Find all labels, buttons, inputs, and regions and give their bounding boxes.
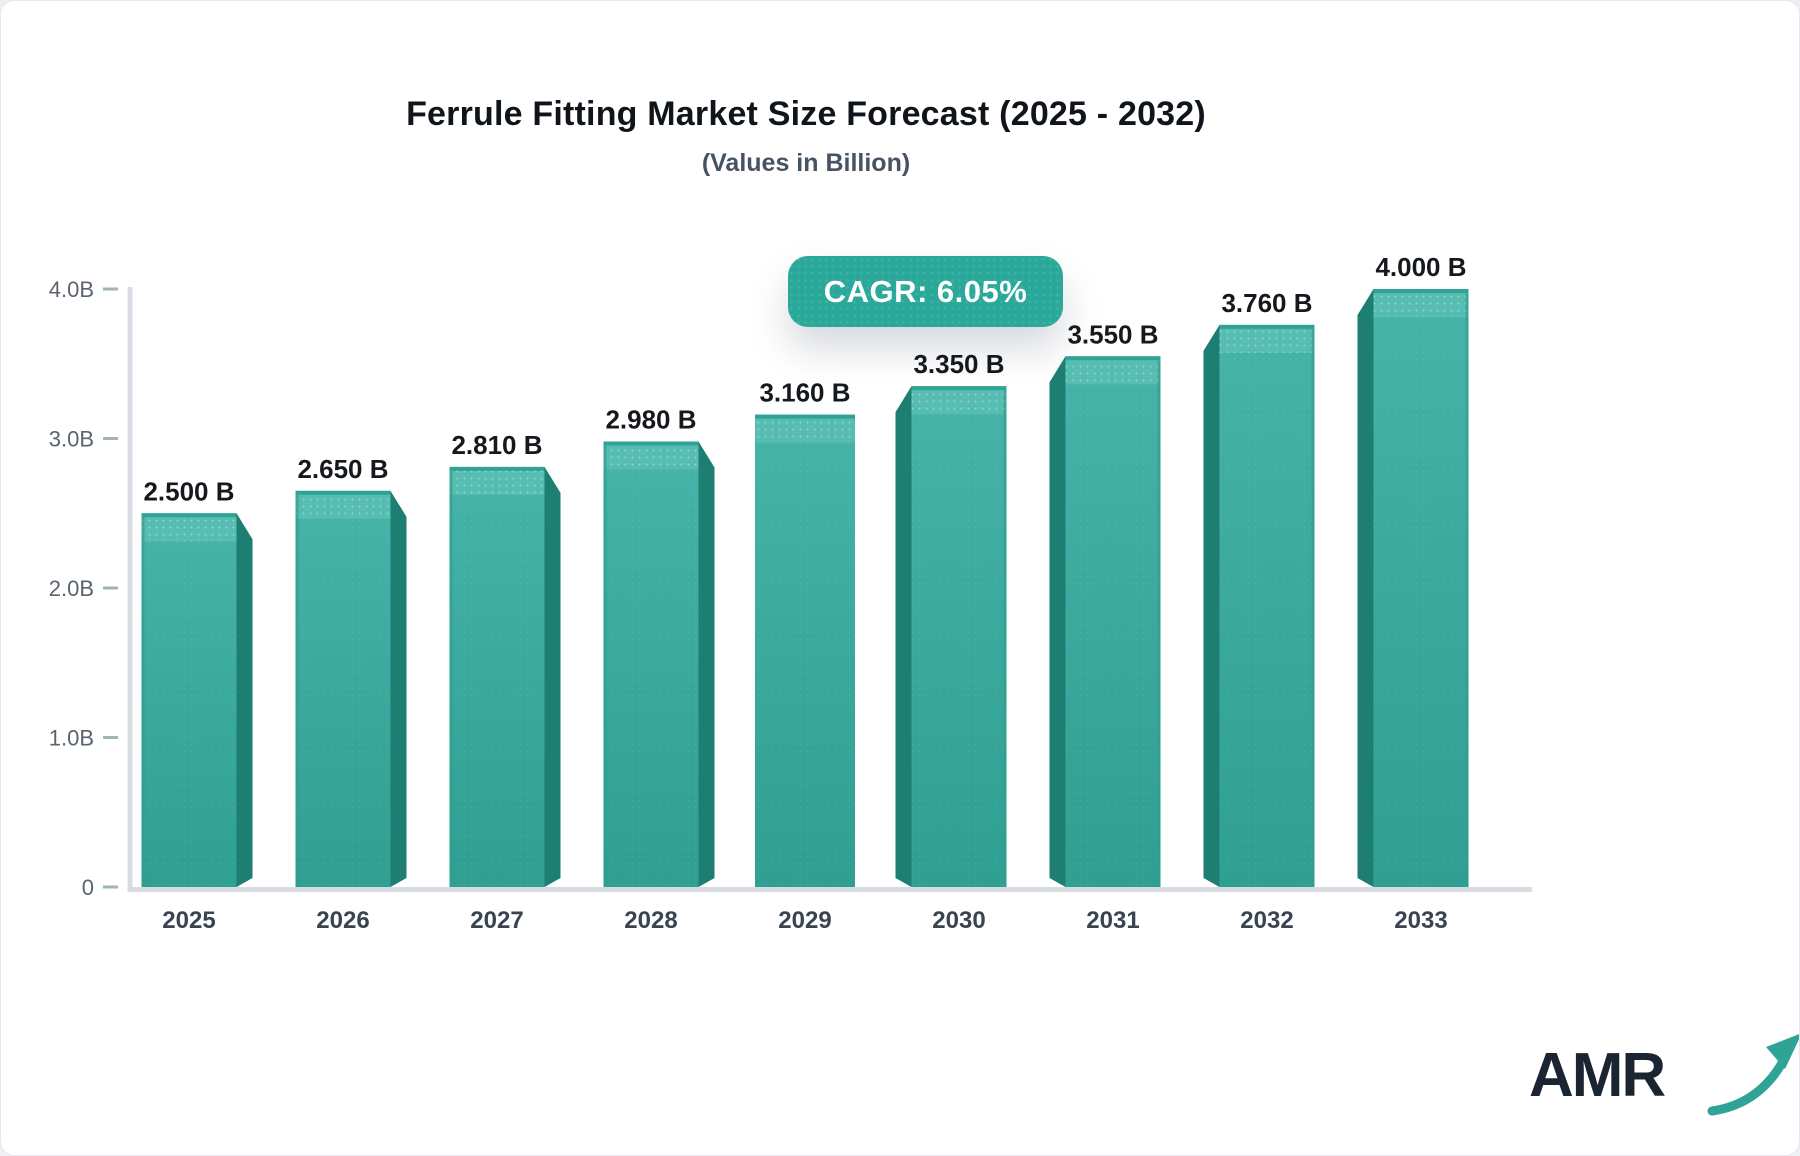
y-tick-label: 2.0B	[49, 576, 94, 601]
bar-value-label: 3.160 B	[759, 378, 850, 408]
y-tick-label: 0	[82, 875, 94, 900]
bar-top-band-texture	[141, 517, 237, 542]
x-axis-label-2027: 2027	[470, 907, 523, 934]
bar-top-band-texture	[755, 418, 855, 443]
x-axis-label-2026: 2026	[316, 907, 369, 934]
bar-face-edge	[1003, 390, 1007, 887]
bar-top-band-texture	[1219, 328, 1315, 353]
bars-layer	[141, 289, 1469, 887]
bar-value-label: 3.550 B	[1067, 319, 1158, 349]
bar-face-edge	[1465, 293, 1469, 887]
bar-face-texture	[295, 490, 391, 887]
bar-face-texture	[449, 466, 545, 887]
bar-value-label: 2.980 B	[605, 404, 696, 434]
bar-top-edge	[449, 466, 545, 471]
x-axis-label-2028: 2028	[624, 907, 677, 934]
bar-face-texture	[1219, 324, 1315, 887]
amr-logo-text: AMR	[1529, 1041, 1666, 1110]
bar-top-edge	[911, 386, 1007, 391]
bar-side-face	[895, 386, 912, 887]
bar-2032	[1203, 324, 1315, 887]
bar-value-label: 2.650 B	[297, 454, 388, 484]
x-axis-label-2029: 2029	[778, 907, 831, 934]
bar-face-edge	[295, 494, 299, 887]
bar-2025	[141, 513, 253, 887]
bar-2027	[449, 466, 561, 887]
growth-arrow-icon	[1707, 1034, 1799, 1116]
bar-face-texture	[911, 386, 1007, 887]
bar-side-face	[1049, 356, 1066, 887]
bar-side-face	[390, 490, 407, 887]
bar-2030	[895, 386, 1007, 887]
amr-logo: AMR	[1529, 1031, 1799, 1131]
x-axis-label-2032: 2032	[1240, 907, 1293, 934]
x-axis-label-2025: 2025	[162, 907, 215, 934]
bar-value-label: 4.000 B	[1375, 252, 1466, 282]
bar-face-texture	[141, 513, 237, 887]
labels-layer: 2.500 B 2025 2.650 B 2026 2.810 B 2027 2.980 B…	[143, 252, 1466, 934]
bar-face-edge	[141, 517, 145, 887]
x-axis-label-2033: 2033	[1394, 907, 1447, 934]
bar-side-face	[698, 441, 715, 887]
bar-top-band-texture	[911, 390, 1007, 415]
axis-layer: 0 1.0B 2.0B 3.0B 4.0B	[49, 277, 1532, 900]
bar-top-edge	[1219, 324, 1315, 329]
bar-top-edge	[755, 414, 855, 419]
bar-top-edge	[141, 513, 237, 518]
page-subtitle: (Values in Billion)	[701, 149, 911, 177]
page-title: Ferrule Fitting Market Size Forecast (20…	[406, 95, 1206, 133]
bar-top-band-texture	[603, 445, 699, 470]
bar-top-band-texture	[1373, 293, 1469, 317]
bar-face-texture	[1065, 356, 1161, 887]
bar-face-texture	[755, 414, 855, 887]
bar-side-face	[544, 466, 561, 887]
bar-value-label: 3.760 B	[1221, 288, 1312, 318]
x-axis-label-2031: 2031	[1086, 907, 1139, 934]
bar-side-face	[1203, 324, 1220, 887]
bar-2031	[1049, 356, 1161, 887]
y-tick-label: 1.0B	[49, 726, 94, 751]
bar-face-edge	[1157, 360, 1161, 887]
bar-side-face	[236, 513, 253, 887]
bar-value-label: 2.810 B	[451, 430, 542, 460]
bar-face-texture	[1373, 289, 1469, 887]
bar-top-edge	[1373, 289, 1469, 293]
bar-top-edge	[295, 490, 391, 495]
bar-2026	[295, 490, 407, 887]
bar-top-band-texture	[449, 470, 545, 495]
bar-value-label: 2.500 B	[143, 476, 234, 506]
cagr-badge-label: CAGR: 6.05%	[823, 273, 1028, 309]
y-tick-label: 4.0B	[49, 277, 94, 302]
bar-face-edge	[603, 445, 607, 887]
bar-top-edge	[603, 441, 699, 446]
bar-top-band-texture	[295, 494, 391, 519]
x-axis-label-2030: 2030	[932, 907, 985, 934]
bar-2029	[755, 414, 855, 887]
y-tick-label: 3.0B	[49, 427, 94, 452]
bar-top-edge	[1065, 356, 1161, 361]
bar-face-edge	[449, 470, 453, 887]
bar-value-label: 3.350 B	[913, 349, 1004, 379]
bar-side-face	[1357, 289, 1374, 887]
bar-2028	[603, 441, 715, 887]
bar-2033	[1357, 289, 1469, 887]
bar-face-edge	[1311, 328, 1315, 887]
bar-face-texture	[603, 441, 699, 887]
cagr-badge: CAGR: 6.05%	[788, 256, 1063, 327]
bar-top-band-texture	[1065, 360, 1161, 385]
